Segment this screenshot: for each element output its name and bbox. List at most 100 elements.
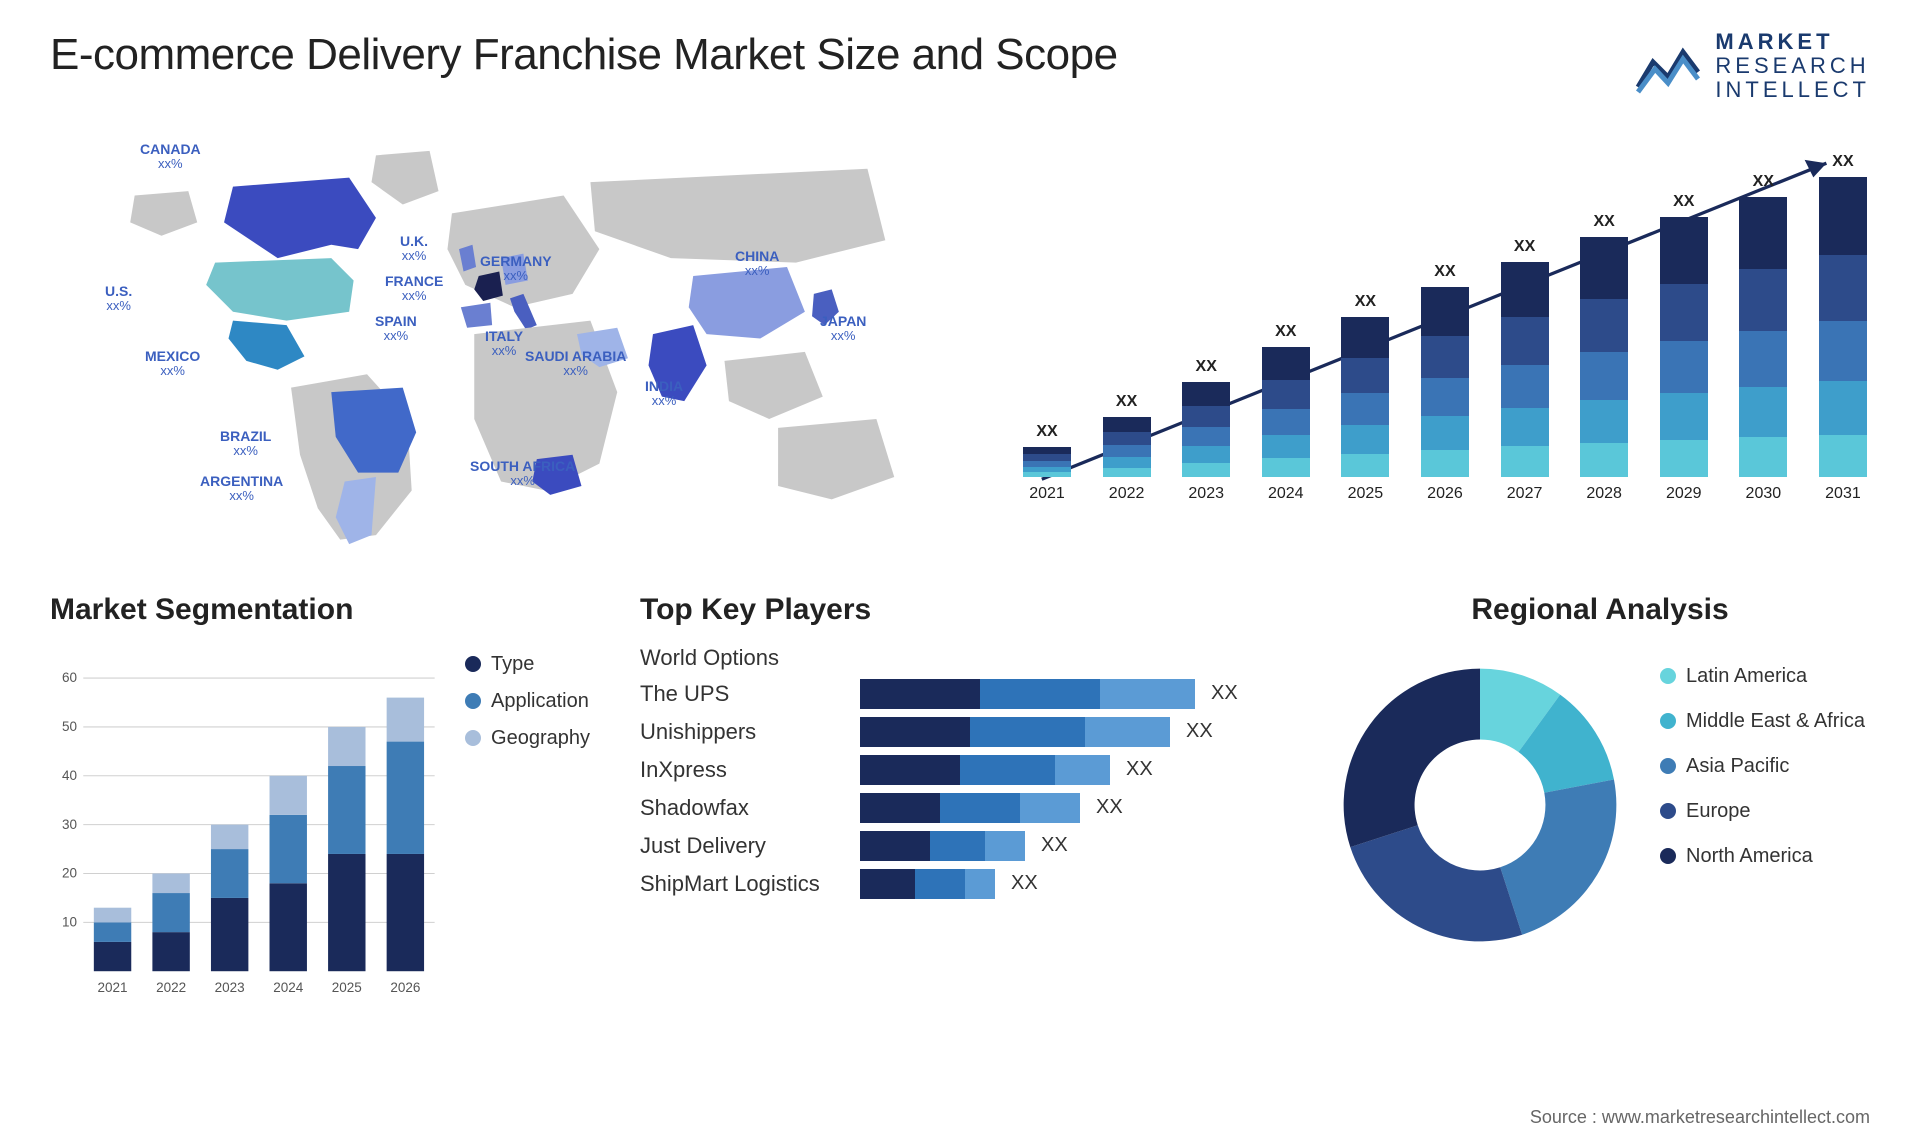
bar-segment (1421, 378, 1469, 416)
bar-segment (1182, 382, 1230, 407)
seg-bar-segment (387, 854, 424, 971)
bar-value-label: XX (1753, 173, 1774, 191)
player-bar-segment (915, 869, 965, 899)
growth-bar-group: XX2027 (1498, 238, 1552, 503)
bar-year-label: 2022 (1109, 485, 1145, 503)
bar-segment (1103, 468, 1151, 476)
player-name: World Options (640, 645, 860, 671)
player-value: XX (1211, 682, 1238, 705)
bar-segment (1341, 317, 1389, 359)
svg-text:60: 60 (62, 670, 77, 685)
players-title: Top Key Players (640, 593, 1280, 627)
player-bar-segment (860, 717, 970, 747)
legend-dot (1660, 668, 1676, 684)
player-bar-segment (970, 717, 1085, 747)
svg-text:2025: 2025 (332, 980, 362, 995)
player-bar-segment (860, 831, 930, 861)
bar-value-label: XX (1116, 393, 1137, 411)
bar-segment (1103, 432, 1151, 445)
bar-stack (1819, 177, 1867, 477)
map-label: MEXICOxx% (145, 348, 200, 379)
bar-stack (1182, 382, 1230, 477)
player-bar-segment (1055, 755, 1110, 785)
bar-segment (1103, 417, 1151, 433)
bar-segment (1103, 445, 1151, 457)
growth-bar-group: XX 2028 (1577, 213, 1631, 503)
player-bar (860, 755, 1110, 785)
map-label: SPAINxx% (375, 313, 417, 344)
seg-bar-segment (328, 854, 365, 971)
bar-segment (1341, 425, 1389, 454)
bar-segment (1819, 381, 1867, 435)
seg-bar-segment (152, 932, 189, 971)
svg-text:2021: 2021 (98, 980, 128, 995)
seg-bar-segment (152, 893, 189, 932)
bar-segment (1501, 408, 1549, 447)
player-bar-segment (965, 869, 995, 899)
player-value: XX (1041, 834, 1068, 857)
bar-year-label: 2028 (1586, 485, 1622, 503)
bar-stack (1421, 287, 1469, 477)
country-australia_bg (778, 419, 894, 499)
bar-year-label: 2023 (1188, 485, 1224, 503)
bar-year-label: 2026 (1427, 485, 1463, 503)
player-bar-segment (1085, 717, 1170, 747)
legend-label: Geography (491, 727, 590, 750)
bar-segment (1580, 237, 1628, 299)
legend-item: Application (465, 690, 590, 713)
bar-segment (1739, 437, 1787, 476)
bar-segment (1341, 358, 1389, 393)
seg-bar-segment (94, 922, 131, 942)
bar-segment (1660, 341, 1708, 393)
map-label: SAUDI ARABIAxx% (525, 348, 626, 379)
svg-text:20: 20 (62, 865, 77, 880)
map-label: JAPANxx% (820, 313, 866, 344)
bar-segment (1262, 347, 1310, 381)
bar-segment (1341, 393, 1389, 425)
map-label: INDIAxx% (645, 378, 683, 409)
seg-bar-segment (387, 741, 424, 853)
logo-text-1: MARKET (1715, 30, 1870, 54)
bar-segment (1341, 454, 1389, 476)
svg-text:2026: 2026 (390, 980, 420, 995)
map-label: U.S.xx% (105, 283, 132, 314)
bar-value-label: XX (1593, 213, 1614, 231)
bar-value-label: XX (1673, 193, 1694, 211)
growth-bar-group: XX 2022 (1100, 393, 1154, 503)
bar-segment (1501, 317, 1549, 364)
legend-item: Latin America (1660, 665, 1865, 688)
svg-text:2024: 2024 (273, 980, 304, 995)
bar-segment (1182, 463, 1230, 476)
seg-bar-segment (94, 941, 131, 970)
logo-text-3: INTELLECT (1715, 78, 1870, 102)
player-value: XX (1186, 720, 1213, 743)
bar-segment (1501, 446, 1549, 476)
country-spain (461, 302, 492, 327)
player-bar-segment (1020, 793, 1080, 823)
bar-segment (1262, 458, 1310, 476)
player-bar (860, 831, 1025, 861)
player-name: Just Delivery (640, 833, 860, 859)
legend-dot (465, 656, 481, 672)
bar-segment (1501, 365, 1549, 408)
bar-segment (1421, 450, 1469, 477)
bar-year-label: 2021 (1029, 485, 1065, 503)
map-label: CHINAxx% (735, 248, 779, 279)
map-label: SOUTH AFRICAxx% (470, 458, 575, 489)
player-bar-segment (960, 755, 1055, 785)
legend-label: Type (491, 653, 534, 676)
bar-segment (1182, 446, 1230, 463)
seg-bar-segment (211, 897, 248, 970)
bar-year-label: 2024 (1268, 485, 1304, 503)
bar-stack (1341, 317, 1389, 477)
bar-segment (1421, 336, 1469, 378)
legend-item: Asia Pacific (1660, 755, 1865, 778)
bar-segment (1421, 287, 1469, 336)
logo: MARKET RESEARCH INTELLECT (1633, 30, 1870, 103)
bar-segment (1580, 400, 1628, 443)
country-alaska (130, 191, 197, 236)
segmentation-legend: Type Application Geography (445, 593, 590, 1013)
svg-text:30: 30 (62, 816, 77, 831)
player-bar-segment (930, 831, 985, 861)
bar-segment (1182, 427, 1230, 446)
